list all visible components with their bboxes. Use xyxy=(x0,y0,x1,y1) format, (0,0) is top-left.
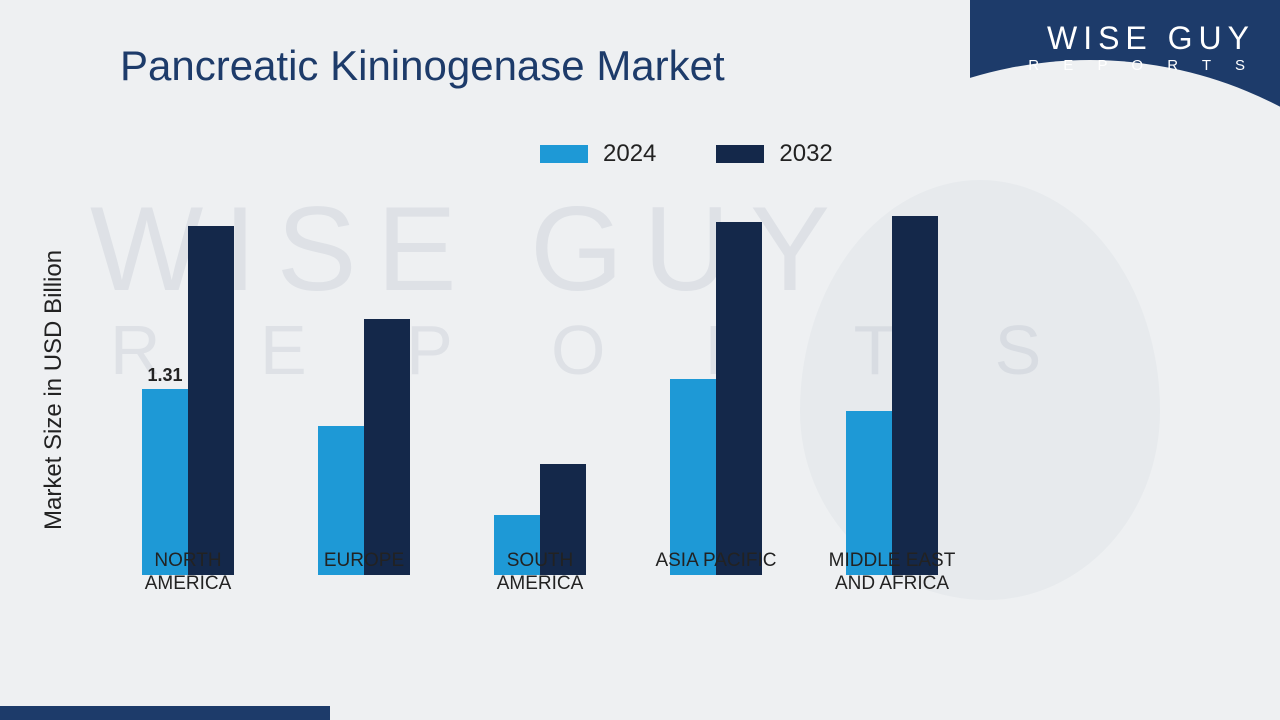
bar-chart: 1.31 xyxy=(100,175,980,575)
legend-item-2032: 2032 xyxy=(716,140,832,168)
legend-label-2024: 2024 xyxy=(603,140,656,168)
bar-2032 xyxy=(892,216,938,575)
x-axis-label: EUROPE xyxy=(294,550,434,596)
brand-logo: WISE GUY R E P O R T S xyxy=(1028,20,1255,74)
bar-value-label: 1.31 xyxy=(147,365,182,386)
bar-group: 1.31 xyxy=(118,226,258,575)
page-title: Pancreatic Kininogenase Market xyxy=(120,42,725,90)
chart-groups: 1.31 xyxy=(100,205,980,575)
bar-2024: 1.31 xyxy=(142,389,188,575)
legend-label-2032: 2032 xyxy=(779,140,832,168)
legend-swatch-2024 xyxy=(540,145,588,163)
bar-group xyxy=(646,222,786,575)
x-axis-label: NORTH AMERICA xyxy=(118,550,258,596)
x-axis-label: SOUTH AMERICA xyxy=(470,550,610,596)
x-axis-label: ASIA PACIFIC xyxy=(646,550,786,596)
bar-2032 xyxy=(188,226,234,575)
bar-2032 xyxy=(716,222,762,575)
x-axis-label: MIDDLE EAST AND AFRICA xyxy=(822,550,962,596)
bottom-accent-bar xyxy=(0,706,330,720)
bar-group xyxy=(294,319,434,575)
brand-line2: R E P O R T S xyxy=(1028,57,1255,74)
legend-swatch-2032 xyxy=(716,145,764,163)
x-axis-labels: NORTH AMERICA EUROPE SOUTH AMERICA ASIA PAC… xyxy=(100,550,980,596)
bar-group xyxy=(822,216,962,575)
chart-legend: 2024 2032 xyxy=(540,140,833,168)
y-axis-label: Market Size in USD Billion xyxy=(40,250,68,530)
infographic-stage: WISE GUY R E P O R T S Pancreatic Kinino… xyxy=(0,0,1280,720)
bar-2024 xyxy=(670,379,716,575)
legend-item-2024: 2024 xyxy=(540,140,656,168)
brand-line1: WISE GUY xyxy=(1028,20,1255,57)
bar-2032 xyxy=(364,319,410,575)
